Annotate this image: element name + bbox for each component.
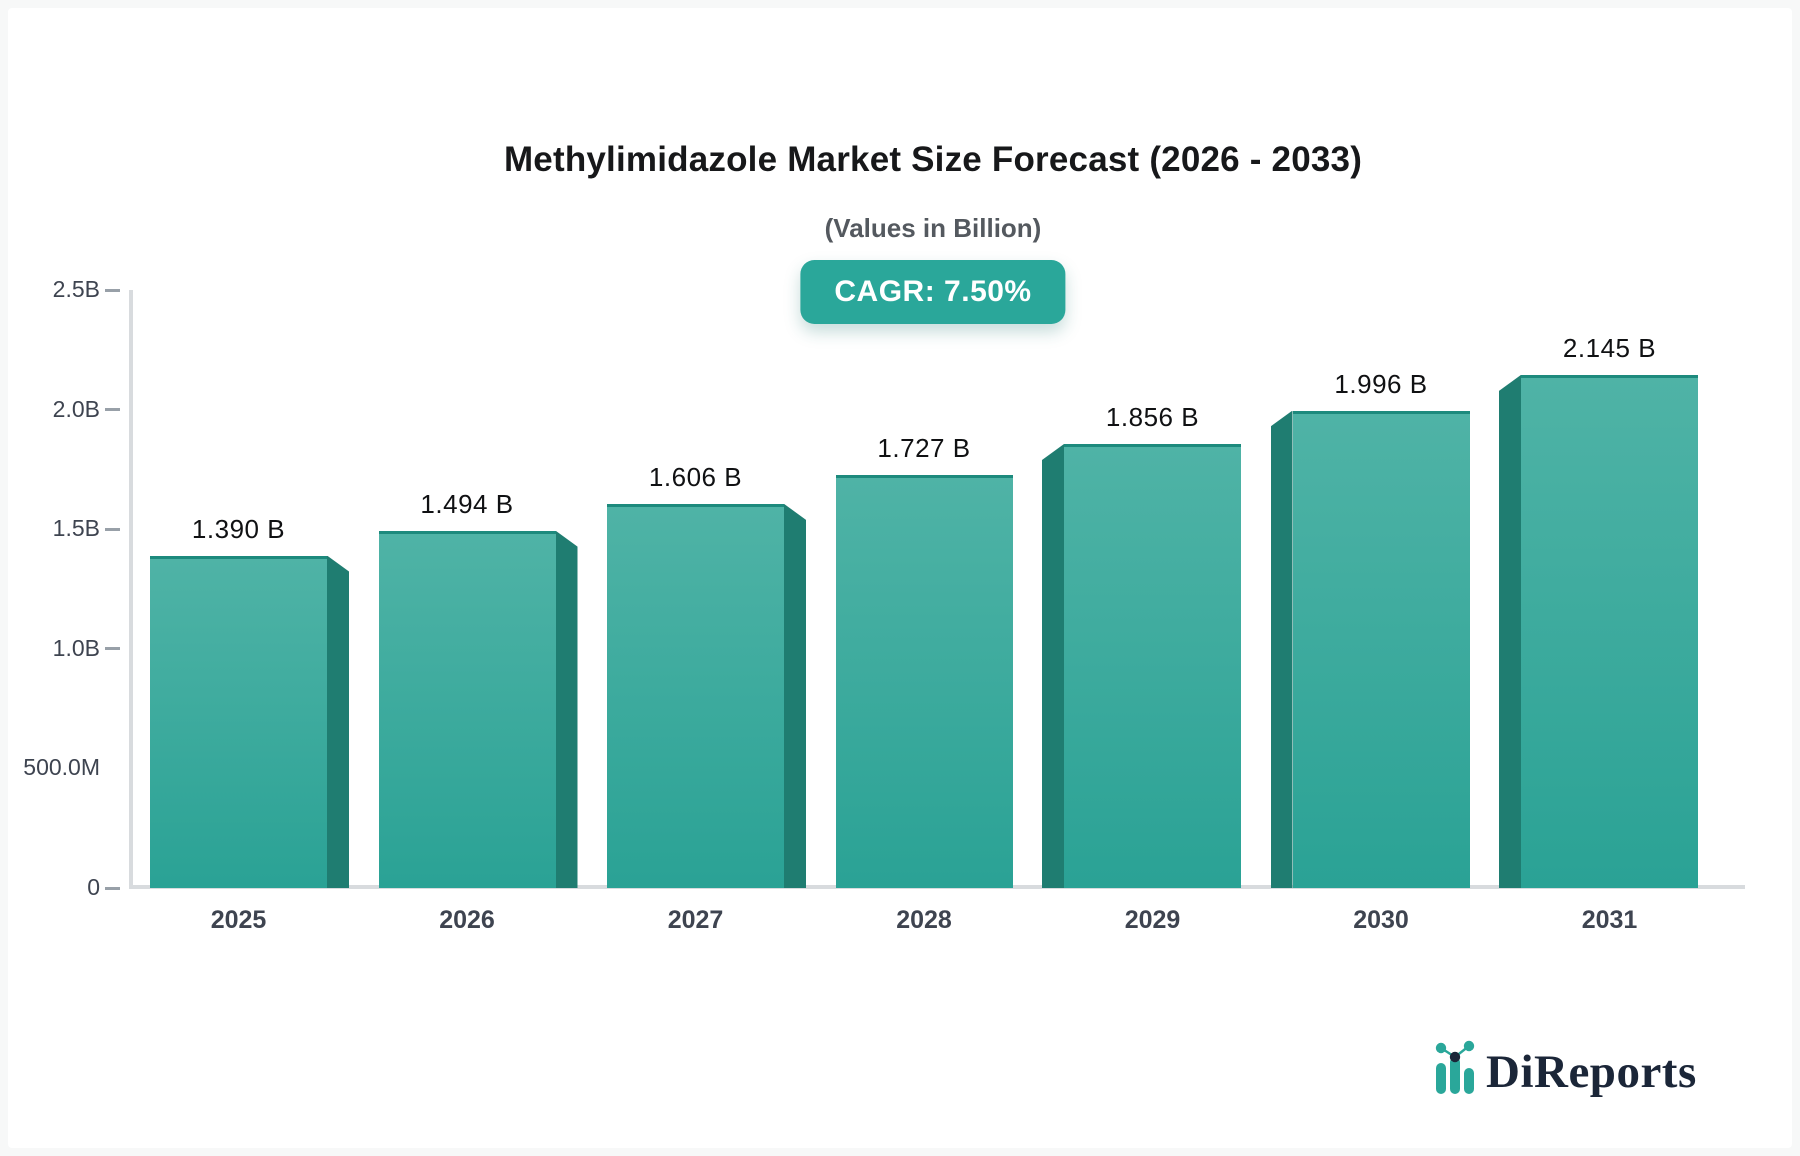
bar-3d-side-2026 [555,530,578,888]
x-axis-label-2030: 2030 [1353,906,1409,934]
y-axis-tick-label: 0 [87,874,100,900]
bar-2027 [607,503,784,888]
chart-subtitle: (Values in Billion) [824,213,1042,243]
y-axis-tick-mark [105,527,120,531]
bar-value-label-2027: 1.606 B [648,461,743,492]
bar-2029 [1064,444,1241,888]
y-axis-tick-label: 2.5B [52,276,100,302]
bar-value-label-2030: 1.996 B [1334,368,1428,399]
bar-chart-plot-area: 2.5B 2.0B 1.5B 1.0B 500.0M 0 1.390 B 2025 1.494 … [8,8,1792,1148]
bar-value-label-2025: 1.390 B [191,513,286,544]
x-axis-label-2026: 2026 [439,906,495,934]
y-axis-tick-mark [105,288,120,292]
cagr-badge: CAGR: 7.50% [800,260,1066,324]
bar-value-label-2029: 1.856 B [1105,402,1200,433]
x-axis-label-2025: 2025 [210,906,267,934]
bar-3d-side-2030 [1270,410,1293,888]
bar-value-label-2026: 1.494 B [420,488,514,519]
y-axis-tick-label: 500.0M [23,754,100,781]
y-axis-tick-mark [105,408,120,412]
chart-title: Methylimidazole Market Size Forecast (20… [503,140,1363,179]
direports-logo: DiReports [1433,1030,1697,1098]
bar-2028 [835,474,1013,888]
bar-2026 [378,530,556,888]
y-axis-tick-label: 2.0B [52,395,100,422]
bar-3d-side-2025 [327,555,349,888]
bar-2025 [150,555,327,888]
bar-2031 [1521,374,1698,888]
chart-card: Methylimidazole Market Size Forecast (20… [8,8,1792,1148]
bar-3d-side-2027 [784,503,806,888]
y-axis-line [129,290,133,889]
x-axis-label-2028: 2028 [896,906,952,934]
bar-2030 [1292,410,1470,888]
y-axis-tick-mark [105,647,120,651]
logo-text: DiReports [1486,1045,1697,1098]
x-axis-label-2031: 2031 [1581,906,1638,934]
bar-value-label-2028: 1.727 B [877,432,971,463]
bar-chart-logo-icon [1435,1040,1475,1094]
bar-value-label-2031: 2.145 B [1562,332,1657,363]
bar-3d-side-2029 [1042,444,1064,888]
bar-3d-side-2031 [1499,374,1521,888]
y-axis-tick-mark [105,886,120,890]
y-axis-tick-label: 1.0B [52,634,100,661]
x-axis-label-2027: 2027 [667,906,724,934]
y-axis-tick-label: 1.5B [52,515,100,542]
x-axis-label-2029: 2029 [1124,906,1181,934]
